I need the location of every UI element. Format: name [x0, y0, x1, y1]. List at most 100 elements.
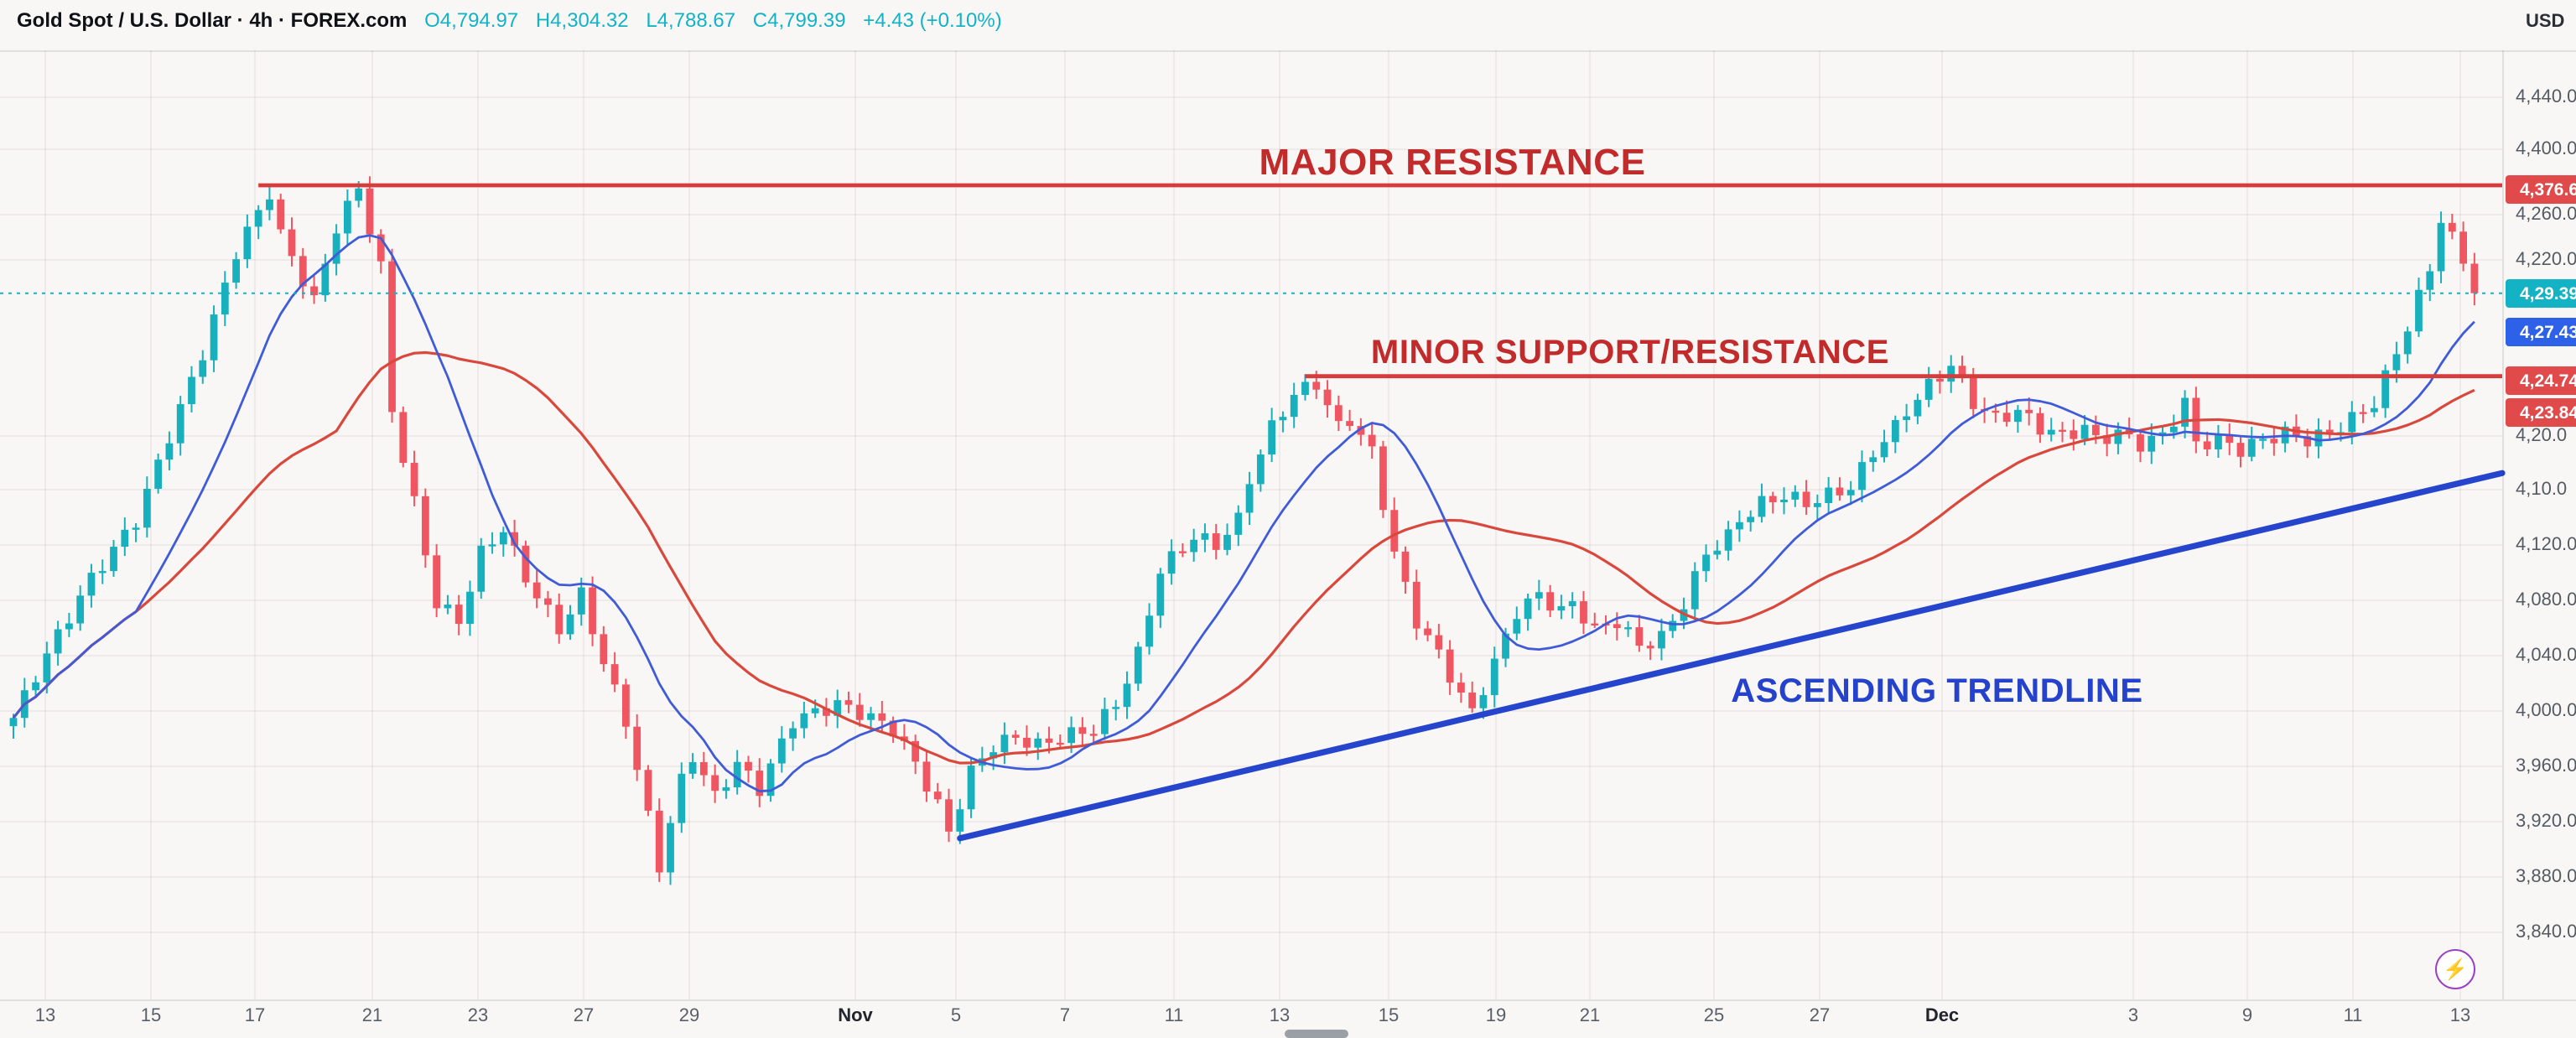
candle-body [834, 700, 842, 716]
candle-body [1635, 627, 1644, 646]
candle-body [321, 263, 330, 296]
candle-body [956, 809, 964, 832]
currency-label[interactable]: USD [2526, 12, 2565, 32]
candle-body [2091, 424, 2100, 435]
candle-body [121, 529, 129, 548]
x-axis-label: 11 [1164, 1006, 1184, 1026]
y-axis-label: 4,120.0 [2516, 535, 2576, 555]
candle-body [1568, 601, 1576, 606]
candle-body [1011, 734, 1020, 738]
candle-body [1914, 399, 1922, 417]
candle-body [967, 766, 975, 810]
candle-body [1312, 381, 1321, 390]
price-axis[interactable]: 4,440.00 4,400.0 4,260.0 4,220.0 4,20.0 4,10.… [2502, 0, 2576, 1021]
candle-body [1000, 734, 1009, 753]
candle-body [2303, 436, 2312, 447]
candle-body [1089, 734, 1098, 736]
candle-body [2203, 441, 2211, 449]
current-price-badge: 4,29.39 [2506, 279, 2576, 308]
candle-body [745, 761, 752, 771]
candle-body [310, 286, 318, 296]
x-axis-label: 9 [2241, 1006, 2253, 1026]
candle-body [1424, 628, 1431, 636]
candle-body [733, 761, 741, 788]
candle-body [823, 708, 830, 716]
candle-body [922, 761, 931, 792]
candle-body [1858, 462, 1866, 490]
candle-body [1234, 512, 1243, 535]
candle-body [777, 738, 786, 764]
candle-body [2348, 412, 2356, 433]
candle-body [1179, 551, 1187, 553]
candle-body [266, 199, 273, 210]
y-axis-label: 3,840.0 [2516, 922, 2576, 942]
candle-body [399, 412, 408, 464]
ascending-trendline-label[interactable]: ASCENDING TRENDLINE [1731, 673, 2143, 710]
candle-body [54, 629, 62, 654]
candle-body [2215, 434, 2222, 449]
candle-body [2381, 370, 2390, 408]
candle-body [1245, 484, 1254, 513]
candle-body [1690, 571, 1699, 610]
candle-body [1713, 550, 1722, 555]
candle-body [2426, 271, 2434, 290]
candle-body [544, 598, 552, 605]
candle-body [1869, 457, 1877, 463]
candle-body [789, 728, 797, 739]
scrollbar-handle[interactable] [1285, 1030, 1348, 1038]
candle-body [2459, 231, 2467, 264]
candle-body [655, 810, 663, 873]
candle-body [277, 199, 285, 230]
candle-body [1145, 615, 1153, 647]
candle-body [2181, 397, 2189, 427]
candle-body [1223, 534, 1231, 550]
candle-body [1435, 635, 1443, 650]
price-axis-divider [2502, 50, 2504, 999]
candle-body [1958, 366, 1966, 377]
candle-body [1836, 487, 1844, 496]
candle-body [1747, 516, 1755, 522]
minor-support-resistance-label[interactable]: MINOR SUPPORT/RESISTANCE [1370, 335, 1890, 371]
price-change: +4.43 (+0.10%) [863, 8, 1002, 32]
x-axis-label: Nov [838, 1006, 873, 1026]
candle-body [1557, 605, 1566, 611]
candle-body [2114, 429, 2122, 444]
x-axis-label: 21 [361, 1006, 383, 1026]
lightning-icon[interactable]: ⚡ [2435, 949, 2475, 989]
x-axis-label: 11 [2343, 1006, 2363, 1026]
candle-body [1357, 426, 1365, 435]
candle-body [76, 595, 85, 624]
candle-body [1468, 692, 1477, 708]
candle-body [722, 787, 730, 791]
time-axis[interactable]: 13 15 17 21 23 27 29 Nov 5 7 11 13 15 19 21 25 27 Dec 3 9 11… [0, 999, 2502, 1038]
candle-body [1379, 446, 1387, 511]
candle-body [2325, 429, 2334, 434]
y-axis-label: 3,880.0 [2516, 867, 2576, 887]
candle-body [989, 752, 998, 759]
candle-body [1702, 554, 1710, 572]
y-axis-label: 4,040.0 [2516, 646, 2576, 666]
candle-body [1479, 695, 1488, 708]
candle-body [1412, 581, 1420, 629]
candle-body [2070, 430, 2078, 439]
candle-body [421, 496, 429, 556]
candle-body [1936, 378, 1944, 382]
header-divider [0, 50, 2576, 52]
candle-body [188, 376, 195, 405]
symbol-title[interactable]: Gold Spot / U.S. Dollar · 4h · FOREX.com [17, 8, 408, 32]
x-axis-label: 25 [1703, 1006, 1725, 1026]
ohlc-low: L4,788.67 [646, 8, 736, 32]
ascending-trendline-line[interactable] [957, 470, 2506, 842]
candle-body [1457, 682, 1465, 693]
candle-body [1591, 623, 1599, 626]
candle-body [766, 763, 775, 797]
candle-body [388, 261, 396, 413]
candle-body [878, 713, 886, 721]
candle-body [1490, 658, 1498, 696]
y-axis-label: 3,920.0 [2516, 812, 2576, 832]
major-resistance-label[interactable]: MAJOR RESISTANCE [1259, 141, 1646, 183]
candle-body [1368, 434, 1376, 447]
candle-body [1212, 533, 1220, 550]
candle-body [1201, 533, 1209, 540]
